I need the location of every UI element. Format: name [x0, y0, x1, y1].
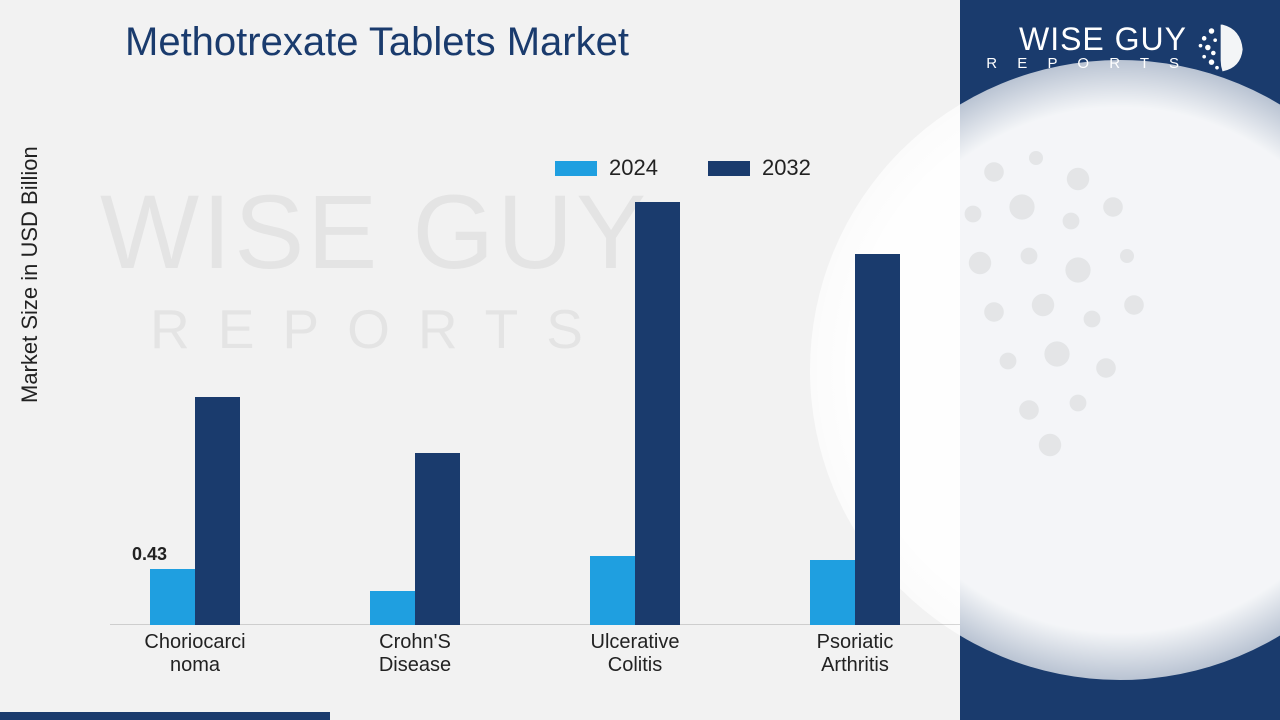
bar-2032 [195, 397, 240, 625]
legend-swatch-2032 [708, 161, 750, 176]
legend-label-2032: 2032 [762, 155, 811, 181]
legend-swatch-2024 [555, 161, 597, 176]
logo-main-text: WISE GUY [986, 23, 1187, 55]
y-axis-label: Market Size in USD Billion [17, 146, 43, 403]
bar-2032 [415, 453, 460, 625]
bar-group: PsoriaticArthritis [790, 254, 920, 625]
x-axis-category-label: Crohn'SDisease [335, 631, 495, 677]
bar-group: Crohn'SDisease [350, 453, 480, 625]
bar-group: UlcerativeColitis [570, 202, 700, 625]
bar-value-label: 0.43 [132, 544, 167, 565]
bar-chart: 0.43Choriocarcinoma Crohn'SDisease Ulcerat… [110, 195, 960, 625]
legend-item-2032: 2032 [708, 155, 811, 181]
x-axis-category-label: Choriocarcinoma [115, 631, 275, 677]
bar-2024 [150, 569, 195, 625]
bar-2032 [855, 254, 900, 625]
bar-2024 [370, 591, 415, 625]
bar-2024 [810, 560, 855, 625]
x-axis-category-label: UlcerativeColitis [555, 631, 715, 677]
chart-title: Methotrexate Tablets Market [125, 20, 629, 65]
footer-accent-line [0, 712, 330, 720]
bar-2024 [590, 556, 635, 625]
legend-item-2024: 2024 [555, 155, 658, 181]
brand-logo: WISE GUY R E P O R T S [986, 20, 1250, 75]
face-icon [1195, 20, 1250, 75]
x-axis-category-label: PsoriaticArthritis [775, 631, 935, 677]
legend-label-2024: 2024 [609, 155, 658, 181]
logo-sub-text: R E P O R T S [986, 55, 1187, 73]
bar-2032 [635, 202, 680, 625]
bar-group: 0.43Choriocarcinoma [130, 397, 260, 625]
legend: 2024 2032 [555, 155, 811, 181]
